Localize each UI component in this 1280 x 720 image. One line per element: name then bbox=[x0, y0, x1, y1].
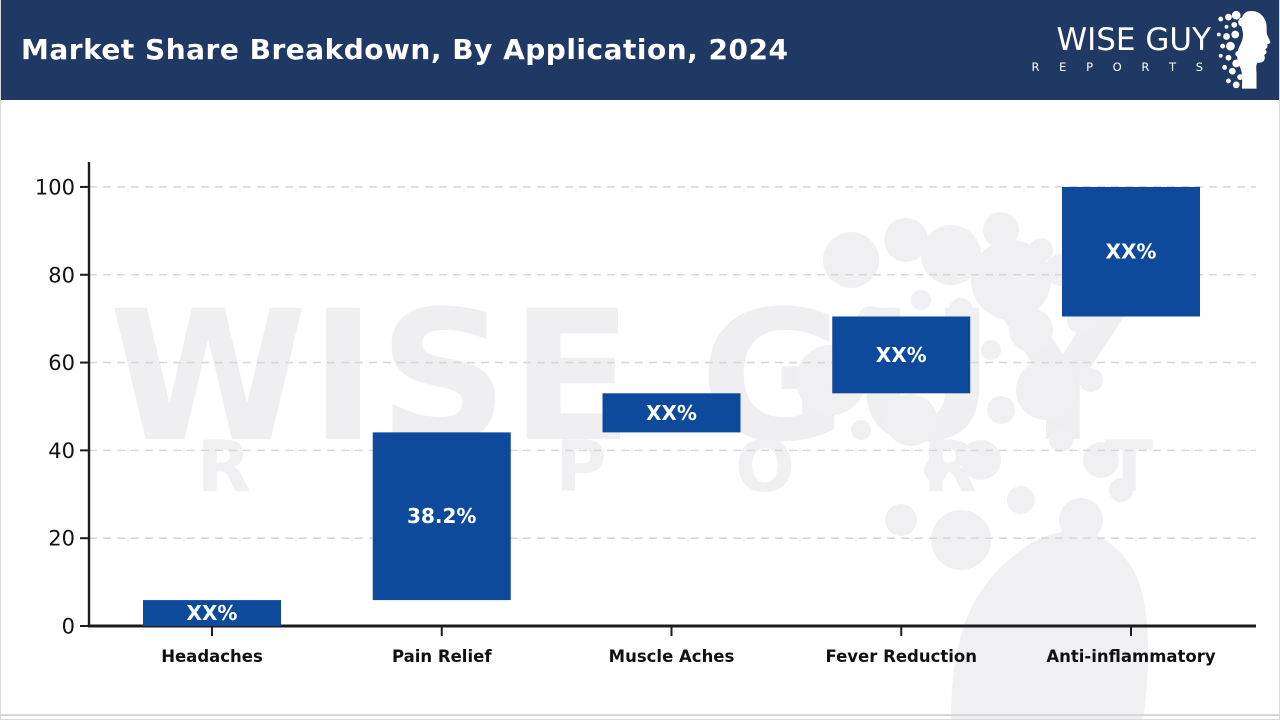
bar-value-label: XX% bbox=[187, 601, 238, 625]
y-tick-label: 0 bbox=[62, 615, 75, 639]
bar-segment bbox=[143, 600, 281, 626]
bar-value-label: XX% bbox=[876, 343, 927, 367]
brand-name: WISE GUY bbox=[1056, 22, 1211, 58]
y-tick-label: 40 bbox=[48, 439, 75, 463]
bar-value-label: 38.2% bbox=[407, 504, 476, 528]
bar-value-label: XX% bbox=[646, 401, 697, 425]
header-band: Market Share Breakdown, By Application, … bbox=[1, 0, 1279, 100]
x-category-label: Muscle Aches bbox=[609, 647, 735, 666]
page-title: Market Share Breakdown, By Application, … bbox=[21, 33, 789, 66]
brand-logo-text: WISE GUY R E P O R T S bbox=[1032, 24, 1212, 74]
bar-segment bbox=[372, 432, 511, 601]
bar-segment bbox=[1062, 186, 1200, 317]
x-category-label: Headaches bbox=[161, 647, 263, 666]
bar-value-label: XX% bbox=[1106, 240, 1157, 264]
x-category-label: Anti-inflammatory bbox=[1046, 647, 1216, 666]
y-tick-label: 20 bbox=[48, 527, 75, 551]
y-tick-label: 100 bbox=[35, 175, 75, 199]
face-dots-icon bbox=[1216, 10, 1271, 89]
bar-segment bbox=[602, 393, 741, 433]
plot-area: 0 20 40 60 80 100 XX% 38.2% XX% XX% XX% Headaches Pa… bbox=[35, 162, 1256, 666]
brand-logo: WISE GUY R E P O R T S bbox=[1023, 6, 1273, 94]
brand-subtitle: R E P O R T S bbox=[1031, 59, 1211, 74]
footer-rule bbox=[1, 714, 1279, 716]
x-category-label: Pain Relief bbox=[392, 647, 492, 666]
y-tick-label: 60 bbox=[48, 351, 75, 375]
y-tick-label: 80 bbox=[48, 263, 75, 287]
x-category-label: Fever Reduction bbox=[826, 647, 977, 666]
